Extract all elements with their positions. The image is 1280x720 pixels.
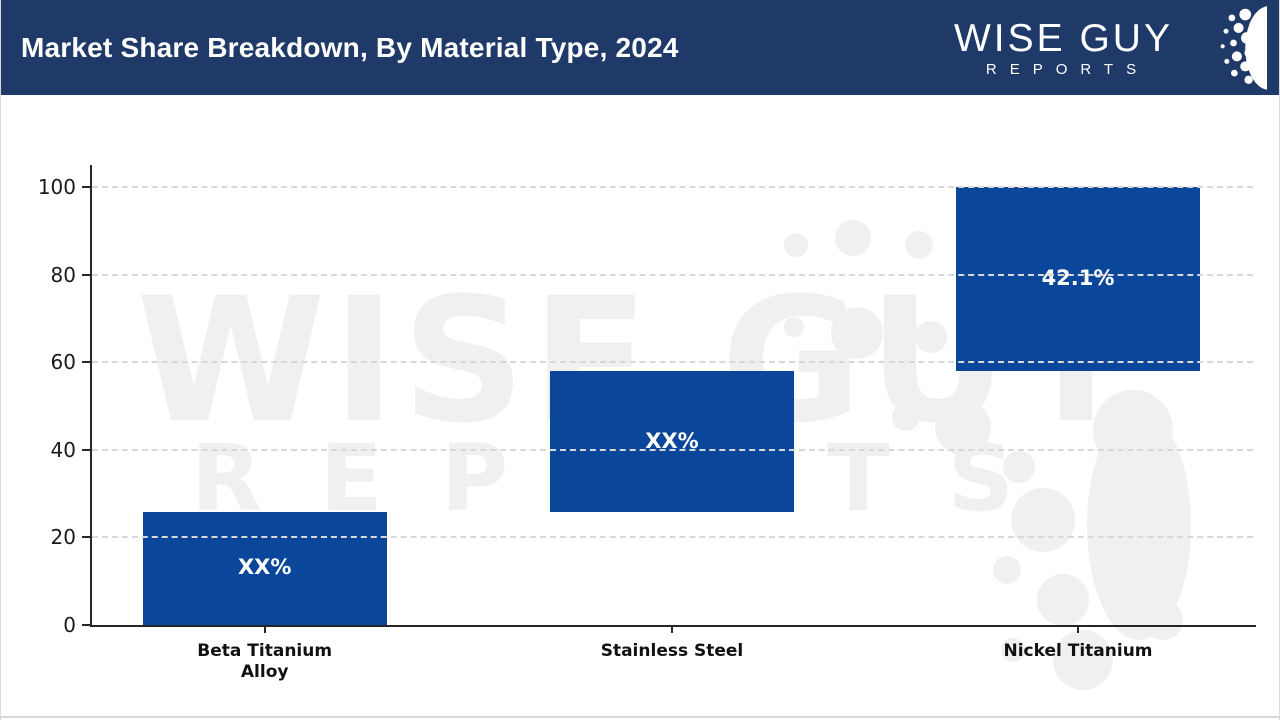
y-tick-label-100: 100 [37, 175, 76, 199]
x-tick-0 [263, 627, 266, 633]
y-tick-label-40: 40 [50, 437, 76, 462]
x-tick-2 [1077, 627, 1079, 633]
y-tick-80 [82, 273, 90, 276]
y-tick-20 [82, 536, 90, 539]
bottom-border [1, 716, 1279, 718]
logo-face-icon [1220, 6, 1267, 90]
wiseguy-logo: WISE GUY REPORTS [954, 6, 1267, 90]
x-category-label-line: Nickel Titanium [1003, 641, 1153, 661]
x-category-label-line: Alloy [240, 662, 289, 682]
y-tick-label-80: 80 [50, 262, 76, 287]
bar-stainless-steel: XX% [550, 371, 794, 512]
chart-title: Market Share Breakdown, By Material Type… [21, 31, 679, 63]
gridline-80 [92, 273, 1253, 276]
y-axis-line [90, 165, 92, 627]
logo-subtitle: REPORTS [985, 60, 1150, 78]
bar-beta-titanium-alloy: XX% [142, 511, 387, 625]
gridline-100 [92, 186, 1253, 188]
y-tick-60 [82, 361, 90, 364]
logo-text: WISE GUY REPORTS [953, 16, 1173, 78]
y-tick-0 [82, 624, 90, 626]
x-category-label: Nickel Titanium [918, 641, 1238, 662]
x-category-label-line: Beta Titanium [197, 641, 333, 661]
x-axis-line [90, 625, 1256, 627]
gridline-60 [92, 361, 1253, 364]
bar-value-label: XX% [237, 555, 292, 580]
bar-value-label: 42.1% [1041, 266, 1115, 291]
bar-nickel-titanium: 42.1% [956, 187, 1200, 372]
y-tick-100 [82, 186, 90, 188]
header: Market Share Breakdown, By Material Type… [1, 0, 1279, 95]
gridline-40 [92, 448, 1253, 451]
y-tick-40 [82, 448, 90, 451]
y-tick-label-60: 60 [50, 350, 76, 375]
x-category-label: Beta Titanium Alloy [105, 641, 425, 683]
logo-wordmark: WISE GUY [953, 16, 1173, 60]
x-category-label: Stainless Steel [512, 641, 832, 662]
x-tick-1 [671, 627, 673, 633]
gridline-20 [92, 536, 1253, 539]
x-category-label-line: Stainless Steel [600, 641, 744, 661]
y-tick-label-0: 0 [63, 613, 76, 637]
y-tick-label-20: 20 [50, 525, 76, 550]
bar-value-label: XX% [645, 428, 699, 453]
